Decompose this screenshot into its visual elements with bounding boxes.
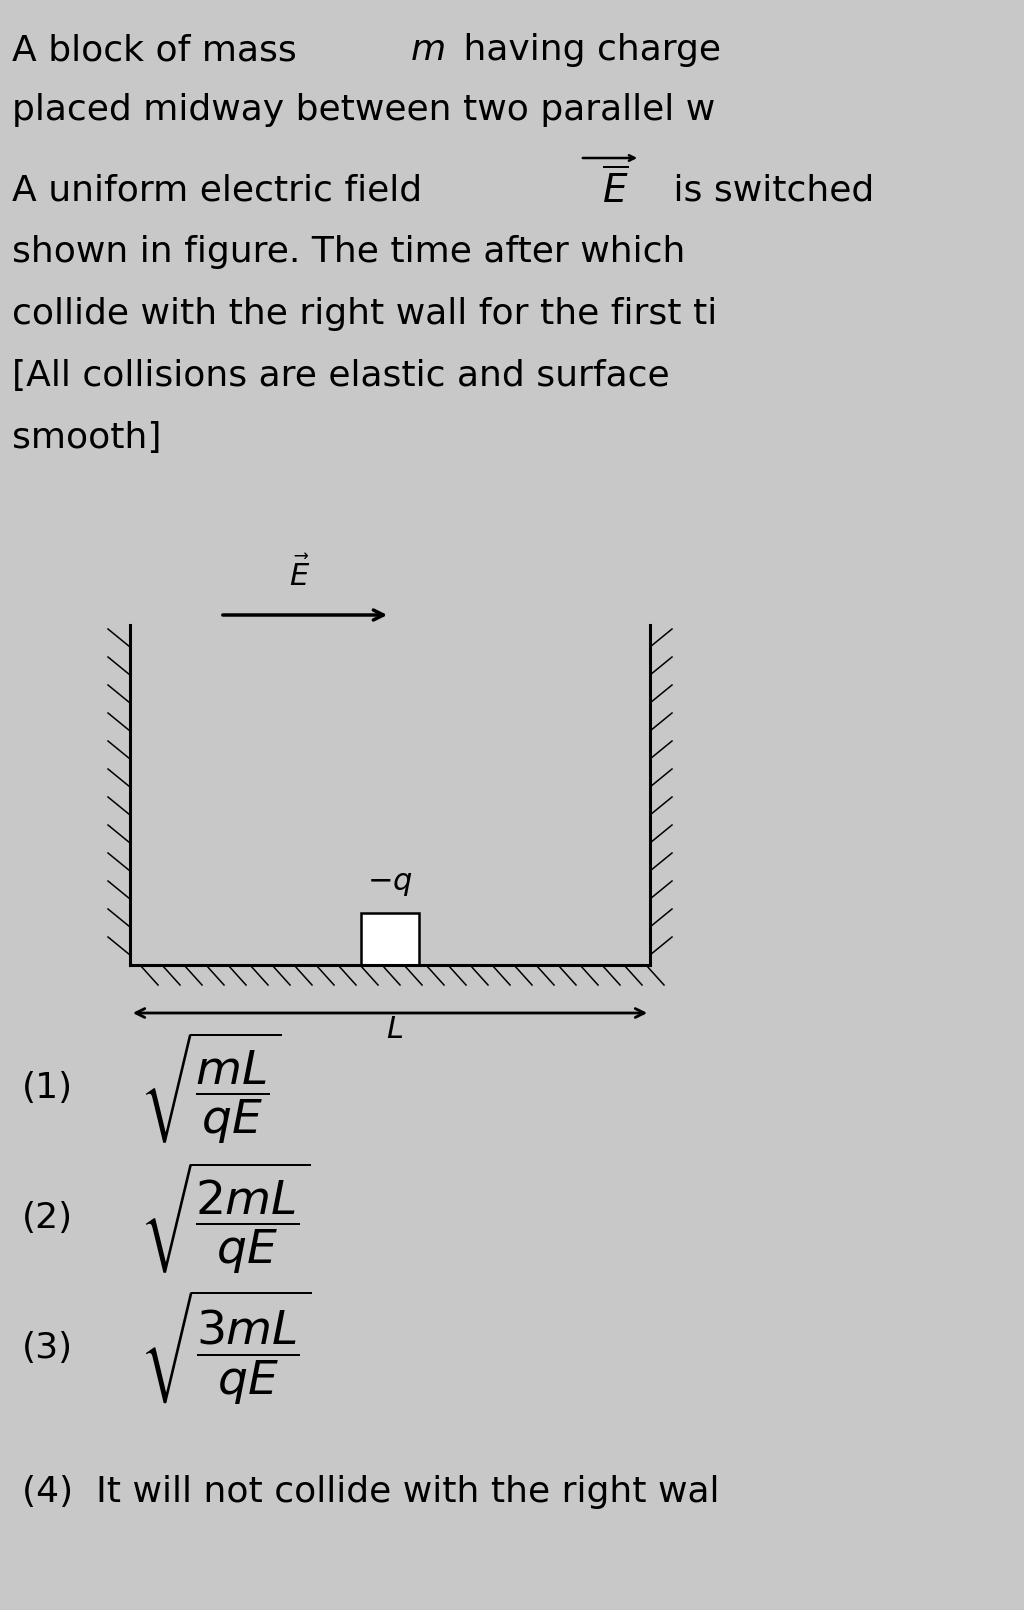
Text: $\sqrt{\dfrac{mL}{qE}}$: $\sqrt{\dfrac{mL}{qE}}$ [140,1030,282,1146]
Text: A block of mass: A block of mass [12,32,308,68]
Text: $\sqrt{\dfrac{2mL}{qE}}$: $\sqrt{\dfrac{2mL}{qE}}$ [140,1161,311,1275]
Text: (4)  It will not collide with the right wal: (4) It will not collide with the right w… [22,1475,720,1509]
Text: placed midway between two parallel w: placed midway between two parallel w [12,93,715,127]
Text: $\sqrt{\dfrac{3mL}{qE}}$: $\sqrt{\dfrac{3mL}{qE}}$ [140,1288,311,1407]
Text: is switched: is switched [662,172,874,208]
Text: $-q$: $-q$ [368,869,413,898]
Text: shown in figure. The time after which: shown in figure. The time after which [12,235,685,269]
Text: $m$: $m$ [410,32,444,68]
Bar [361,913,419,964]
Text: A uniform electric field: A uniform electric field [12,172,433,208]
Text: smooth]: smooth] [12,420,162,456]
Text: $L$: $L$ [386,1014,403,1043]
Text: [All collisions are elastic and surface: [All collisions are elastic and surface [12,359,670,393]
Text: (1): (1) [22,1071,73,1104]
Text: (3): (3) [22,1331,73,1365]
Text: having charge: having charge [452,32,721,68]
Text: $\vec{E}$: $\vec{E}$ [290,555,310,592]
Text: $\overline{E}$: $\overline{E}$ [602,169,629,211]
Text: (2): (2) [22,1201,73,1235]
Text: collide with the right wall for the first ti: collide with the right wall for the firs… [12,296,717,332]
